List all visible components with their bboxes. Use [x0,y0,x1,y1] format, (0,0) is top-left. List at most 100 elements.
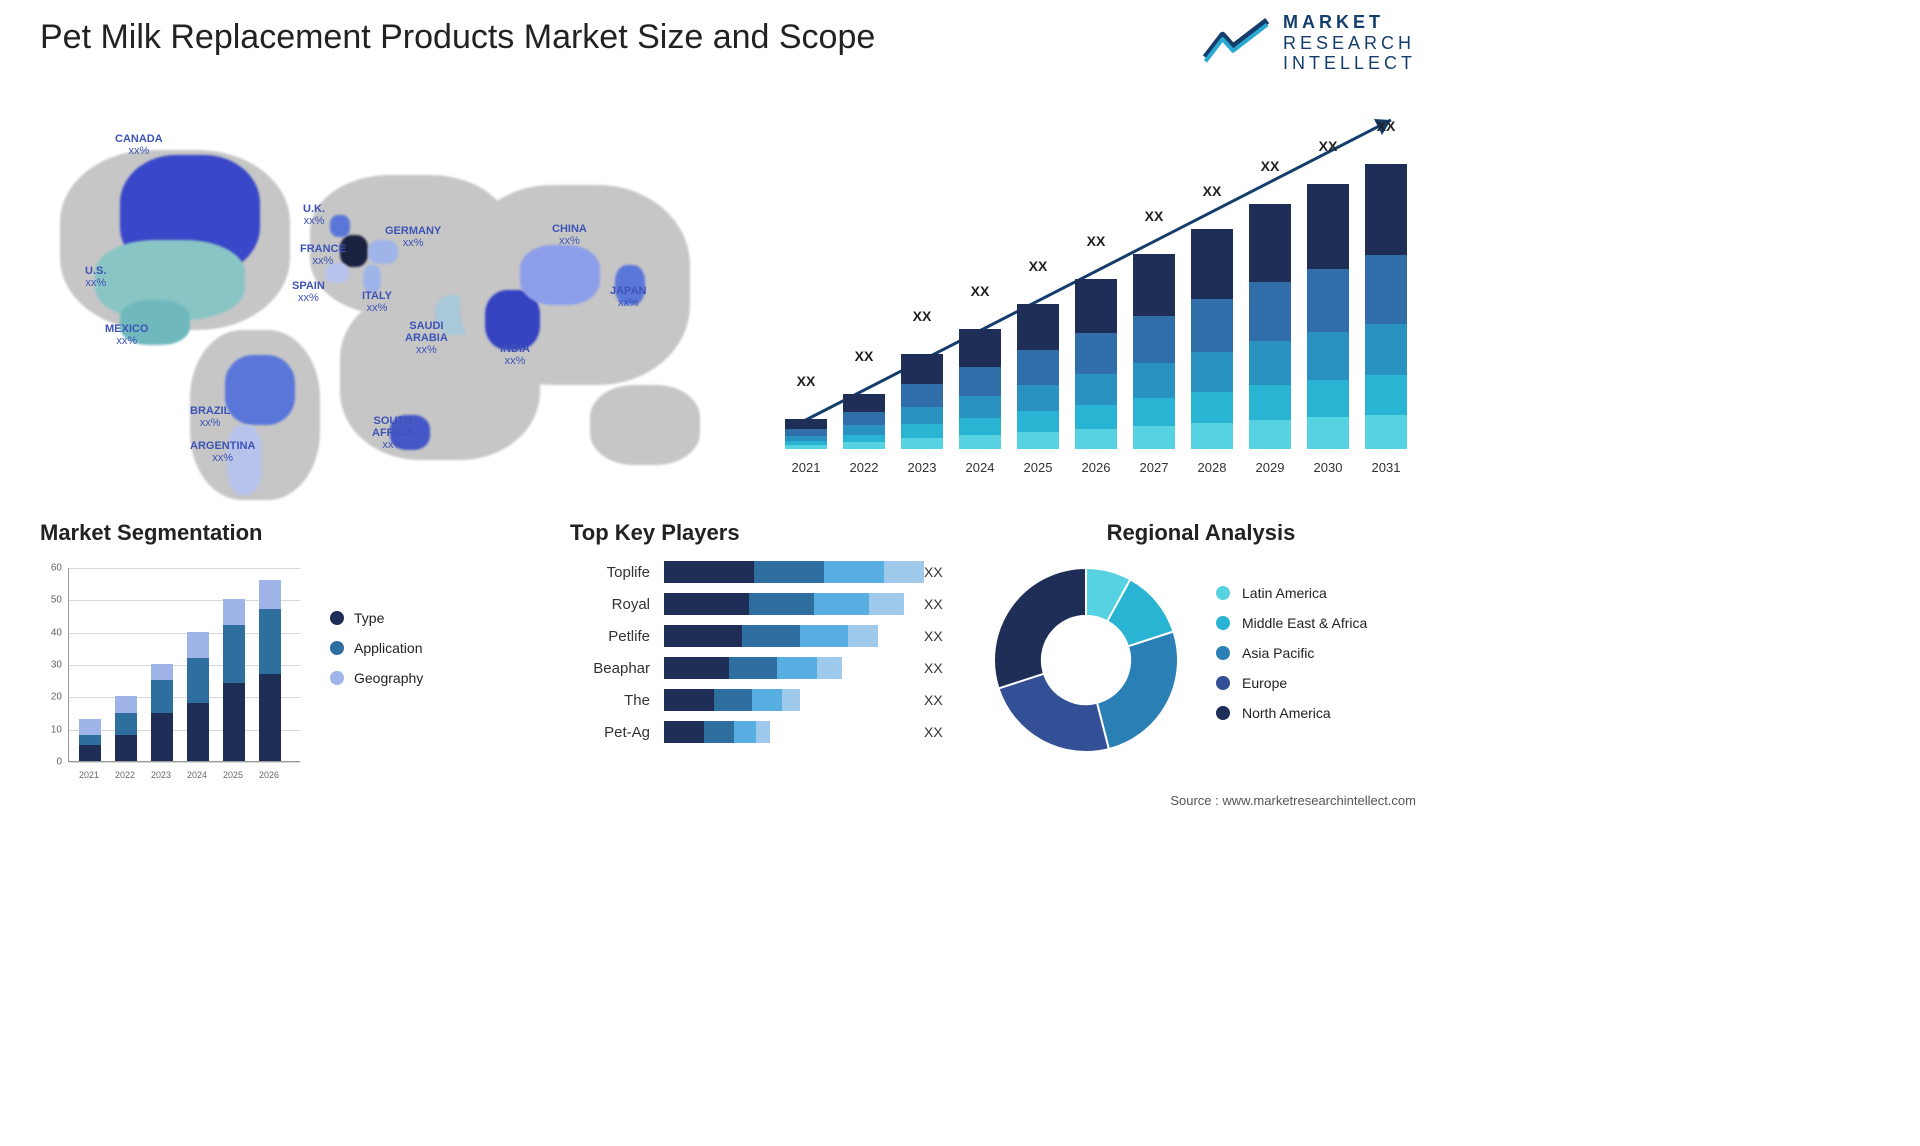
market-size-chart: XXXXXXXXXXXXXXXXXXXXXX 20212022202320242… [776,95,1416,475]
player-value: XX [924,564,943,580]
seg-bar [151,713,173,762]
seg-bar [115,735,137,761]
player-label: Pet-Ag [570,724,650,741]
player-value: XX [924,628,943,644]
player-bar [664,721,914,743]
bar [901,354,943,449]
player-bar [664,625,914,647]
bar [843,394,885,449]
x-axis-label: 2025 [1017,460,1059,475]
bar-value-label: XX [959,283,1001,299]
player-row: Pet-AgXX [570,720,970,744]
x-tick-label: 2024 [182,770,212,780]
player-bar [664,593,914,615]
player-label: Toplife [570,564,650,581]
seg-bar [151,680,173,712]
seg-bar [115,696,137,712]
map-label: JAPANxx% [610,285,646,309]
map-label: SPAINxx% [292,280,325,304]
y-tick-label: 0 [40,757,62,768]
y-tick-label: 60 [40,563,62,574]
x-axis-label: 2028 [1191,460,1233,475]
legend-item: North America [1216,705,1367,721]
x-axis-label: 2023 [901,460,943,475]
seg-bar [79,719,101,735]
y-tick-label: 20 [40,692,62,703]
player-row: Beaphar XX [570,656,970,680]
seg-bar [187,632,209,658]
bar [1017,304,1059,449]
map-label: U.K.xx% [303,203,325,227]
bar-value-label: XX [901,308,943,324]
donut-slice [1097,632,1178,750]
seg-bar [79,735,101,745]
segmentation-legend: TypeApplicationGeography [330,610,423,700]
legend-item: Asia Pacific [1216,645,1367,661]
regional-title: Regional Analysis [986,520,1416,546]
x-axis-label: 2029 [1249,460,1291,475]
player-value: XX [924,692,943,708]
players-chart: ToplifeXXRoyalXXPetlifeXXBeapharXXTheXXP… [570,560,970,744]
map-region [225,355,295,425]
bar [785,419,827,449]
regional-donut-chart [986,560,1186,760]
seg-bar [223,599,245,625]
player-row: Petlife XX [570,624,970,648]
bar-value-label: XX [1133,208,1175,224]
seg-bar [223,625,245,683]
bar [1249,204,1291,449]
map-region [330,215,350,237]
x-tick-label: 2023 [146,770,176,780]
seg-bar [151,664,173,680]
map-label: MEXICOxx% [105,323,148,347]
bar-value-label: XX [1191,183,1233,199]
seg-bar [259,580,281,609]
regional-legend: Latin AmericaMiddle East & AfricaAsia Pa… [1216,585,1367,735]
x-tick-label: 2026 [254,770,284,780]
map-label: ITALYxx% [362,290,392,314]
legend-item: Application [330,640,423,656]
bar-value-label: XX [843,348,885,364]
brand-text: MARKET RESEARCH INTELLECT [1283,12,1416,74]
map-label: CANADAxx% [115,133,163,157]
bar-value-label: XX [1307,138,1349,154]
player-row: Toplife XX [570,560,970,584]
map-region [520,245,600,305]
donut-slice [999,674,1109,752]
map-region [363,265,381,293]
player-label: Beaphar [570,660,650,677]
player-bar [664,561,914,583]
legend-item: Latin America [1216,585,1367,601]
bar-value-label: XX [1075,233,1117,249]
bar [1365,164,1407,449]
y-tick-label: 30 [40,660,62,671]
bar [1307,184,1349,449]
player-row: RoyalXX [570,592,970,616]
y-tick-label: 10 [40,724,62,735]
seg-bar [79,745,101,761]
brand-logo: MARKET RESEARCH INTELLECT [1203,12,1416,74]
seg-bar [223,683,245,761]
seg-bar [259,609,281,674]
bar [959,329,1001,449]
x-axis-label: 2024 [959,460,1001,475]
page-title: Pet Milk Replacement Products Market Siz… [40,18,875,57]
map-label: FRANCExx% [300,243,346,267]
map-label: INDIAxx% [500,343,530,367]
legend-item: Type [330,610,423,626]
map-label: ARGENTINAxx% [190,440,255,464]
x-tick-label: 2022 [110,770,140,780]
player-value: XX [924,660,943,676]
players-title: Top Key Players [570,520,970,546]
x-axis-label: 2030 [1307,460,1349,475]
segmentation-section: Market Segmentation 0102030405060 202120… [40,520,440,780]
bar-value-label: XX [785,373,827,389]
x-axis-label: 2021 [785,460,827,475]
player-label: Petlife [570,628,650,645]
bar [1191,229,1233,449]
map-label: BRAZILxx% [190,405,230,429]
map-label: SAUDIARABIAxx% [405,320,448,356]
bar-value-label: XX [1365,118,1407,134]
brand-mark-icon [1203,18,1271,69]
x-axis-label: 2026 [1075,460,1117,475]
